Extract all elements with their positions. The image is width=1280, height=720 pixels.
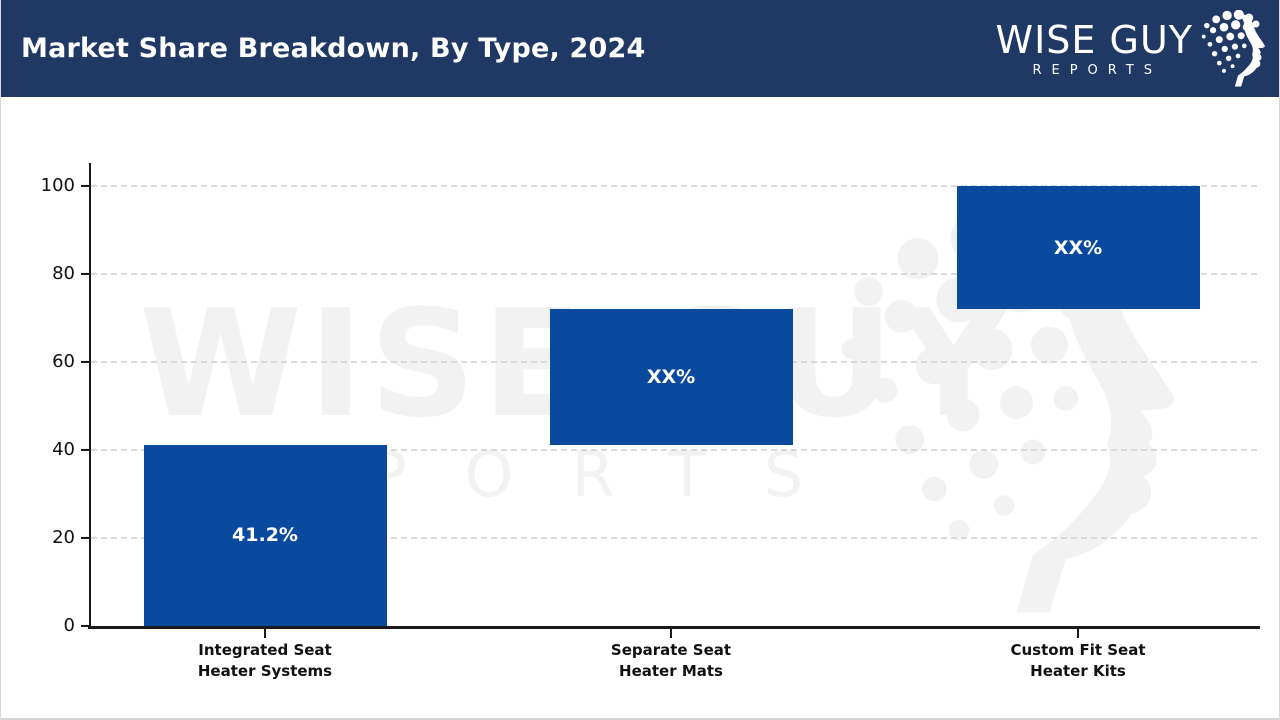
y-tick-label-100: 100 bbox=[40, 175, 75, 196]
y-axis-line bbox=[89, 163, 91, 628]
logo-face-icon bbox=[1201, 9, 1265, 86]
gridline-100 bbox=[91, 185, 1257, 187]
bar-segment-1: 41.2% bbox=[143, 444, 387, 626]
y-tick-80 bbox=[81, 273, 89, 275]
x-tick-1 bbox=[264, 629, 266, 638]
y-tick-label-40: 40 bbox=[52, 439, 75, 460]
y-tick-100 bbox=[81, 185, 89, 187]
y-tick-40 bbox=[81, 449, 89, 451]
logo-text: WISE GUY REPORTS bbox=[996, 21, 1193, 77]
x-tick-3 bbox=[1077, 629, 1079, 638]
y-tick-label-60: 60 bbox=[52, 351, 75, 372]
bar-segment-2: XX% bbox=[549, 309, 793, 445]
category-label-1: Integrated Seat Heater Systems bbox=[197, 641, 333, 680]
bar-segment-3: XX% bbox=[956, 186, 1200, 310]
logo-wiseguy-text: WISE GUY bbox=[995, 17, 1193, 62]
category-label-2: Separate Seat Heater Mats bbox=[610, 641, 732, 680]
category-label-3: Custom Fit Seat Heater Kits bbox=[1010, 641, 1146, 680]
gridline-20 bbox=[91, 537, 1257, 539]
logo-reports-text: REPORTS bbox=[1032, 62, 1163, 78]
bar-value-label: XX% bbox=[646, 365, 696, 388]
bar-value-label: XX% bbox=[1053, 236, 1103, 259]
wise-guy-reports-logo: WISE GUY REPORTS bbox=[996, 9, 1279, 88]
y-tick-label-0: 0 bbox=[63, 615, 75, 636]
y-tick-60 bbox=[81, 361, 89, 363]
y-tick-20 bbox=[81, 537, 89, 539]
x-tick-2 bbox=[670, 629, 672, 638]
x-axis-line bbox=[88, 626, 1260, 629]
bar-value-label: 41.2% bbox=[232, 524, 298, 547]
gridline-40 bbox=[91, 449, 1257, 451]
y-tick-label-20: 20 bbox=[52, 527, 75, 548]
gridline-80 bbox=[91, 273, 1257, 275]
y-tick-label-80: 80 bbox=[52, 263, 75, 284]
chart-title: Market Share Breakdown, By Type, 2024 bbox=[21, 33, 646, 64]
y-tick-0 bbox=[81, 625, 89, 627]
header-bar: Market Share Breakdown, By Type, 2024 WI… bbox=[1, 0, 1279, 97]
